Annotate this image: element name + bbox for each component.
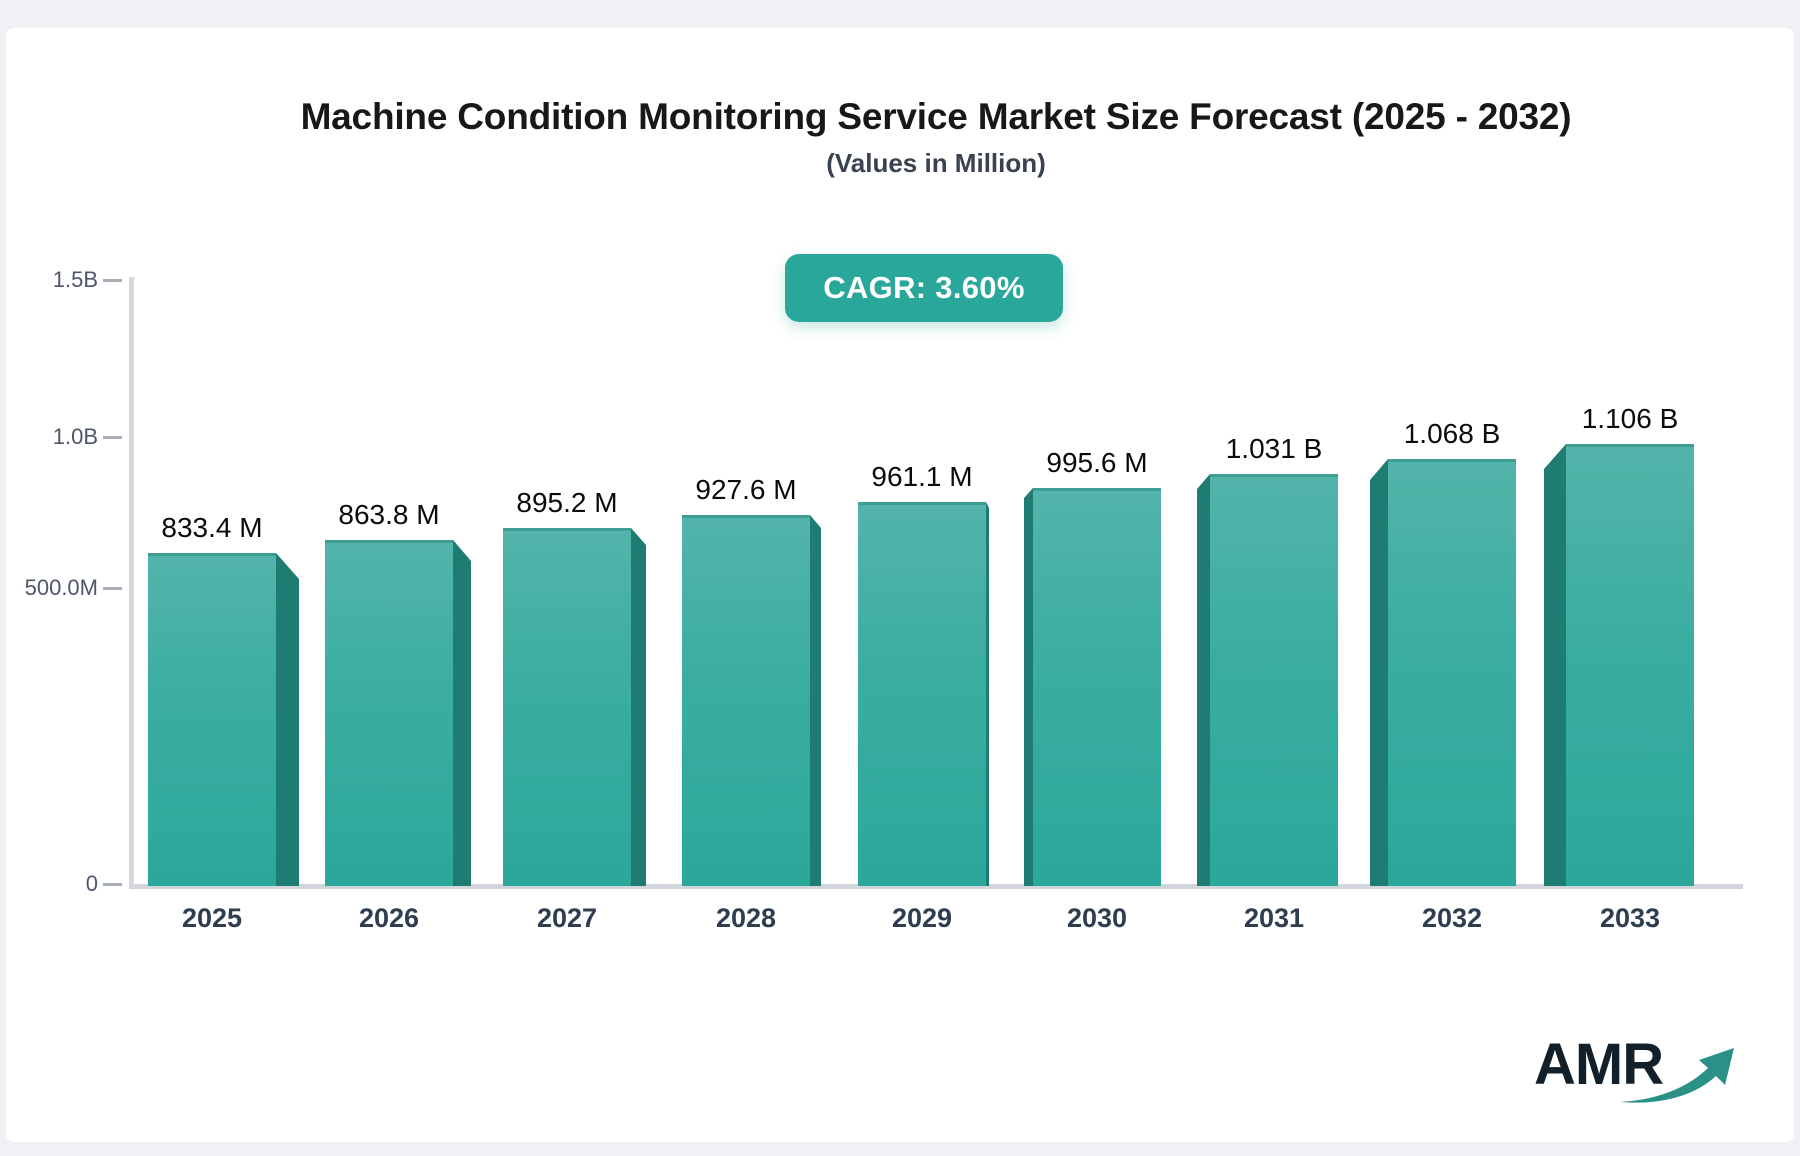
bar-2033 <box>1566 444 1694 886</box>
y-tick-dash <box>103 279 122 282</box>
growth-arrow-icon <box>1620 1048 1734 1103</box>
bar-value-label: 1.031 B <box>1225 433 1323 464</box>
y-tick-label: 1.0B <box>52 424 98 449</box>
x-axis-label: 2031 <box>1243 903 1305 933</box>
chart-subtitle: (Values in Million) <box>826 148 1046 178</box>
bar-2031 <box>1210 474 1338 886</box>
bar-2027 <box>503 528 631 886</box>
bar-3d-side <box>1544 444 1566 886</box>
bar-3d-side <box>1197 474 1210 886</box>
chart-title: Machine Condition Monitoring Service Mar… <box>300 96 1572 137</box>
x-axis-label: 2029 <box>891 903 953 933</box>
bar-value-label: 927.6 M <box>695 474 797 505</box>
y-tick-label: 500.0M <box>24 575 98 600</box>
bar-value-label: 863.8 M <box>338 499 440 530</box>
bar-3d-side <box>1370 459 1388 886</box>
y-tick-dash <box>103 587 122 590</box>
x-axis-label: 2032 <box>1421 903 1483 933</box>
x-axis-label: 2027 <box>536 903 598 933</box>
x-axis-label: 2025 <box>181 903 243 933</box>
bar-2030 <box>1033 488 1161 886</box>
bar-value-label: 995.6 M <box>1046 447 1148 478</box>
bar-2032 <box>1388 459 1516 886</box>
bar-value-label: 833.4 M <box>161 512 263 543</box>
cagr-badge-label: CAGR: 3.60% <box>823 270 1025 305</box>
bar-3d-side <box>276 553 299 886</box>
bar-3d-side <box>1024 488 1033 886</box>
bar-2025 <box>148 553 276 886</box>
y-tick-dash <box>103 883 122 886</box>
bar-value-label: 1.068 B <box>1403 418 1501 449</box>
x-axis-label: 2030 <box>1066 903 1128 933</box>
bar-2026 <box>325 540 453 886</box>
x-axis-label: 2028 <box>715 903 777 933</box>
y-tick-label: 0 <box>85 871 98 896</box>
bar-value-label: 1.106 B <box>1581 403 1679 434</box>
cagr-badge: CAGR: 3.60% <box>785 254 1063 322</box>
amr-logo: AMR <box>1534 1036 1754 1126</box>
bar-value-label: 895.2 M <box>516 487 618 518</box>
y-tick-dash <box>103 436 122 439</box>
amr-logo-text: AMR <box>1534 1032 1664 1097</box>
x-axis-label: 2026 <box>358 903 420 933</box>
bar-2029 <box>858 502 986 886</box>
bar-2028 <box>682 515 810 886</box>
bar-3d-side <box>631 528 646 886</box>
bar-value-label: 961.1 M <box>871 461 973 492</box>
bar-3d-side <box>453 540 471 886</box>
y-axis-line <box>129 277 134 889</box>
bar-3d-side <box>810 515 821 886</box>
x-axis-label: 2033 <box>1599 903 1661 933</box>
x-axis-baseline <box>129 884 1743 889</box>
y-tick-label: 1.5B <box>52 267 98 292</box>
bar-3d-side <box>986 502 989 886</box>
